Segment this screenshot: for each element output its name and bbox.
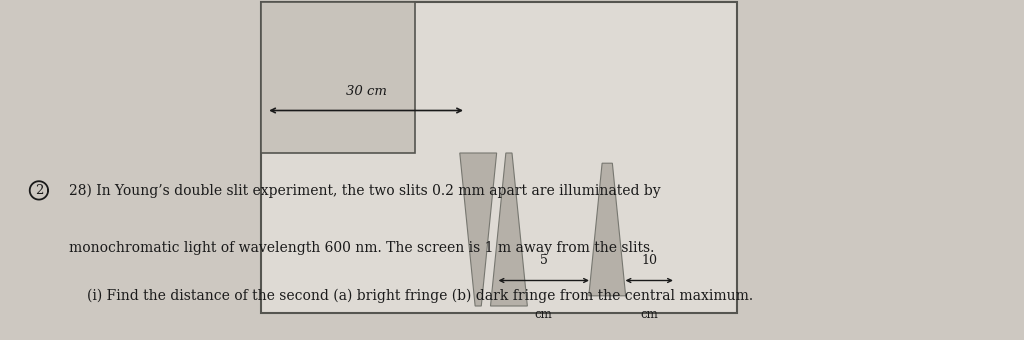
Polygon shape	[490, 153, 527, 306]
Text: cm: cm	[640, 308, 658, 321]
Bar	[261, 2, 415, 153]
Text: 2: 2	[35, 184, 43, 197]
Polygon shape	[460, 153, 497, 306]
Polygon shape	[589, 163, 626, 296]
Text: (i) Find the distance of the second (a) bright fringe (b) dark fringe from the c: (i) Find the distance of the second (a) …	[87, 289, 754, 303]
Text: monochromatic light of wavelength 600 nm. The screen is 1 m away from the slits.: monochromatic light of wavelength 600 nm…	[69, 241, 654, 255]
Text: 10: 10	[641, 254, 657, 267]
Bar	[261, 2, 737, 313]
Text: 30 cm: 30 cm	[345, 85, 387, 98]
Text: 5: 5	[540, 254, 548, 267]
Text: 28) In Young’s double slit experiment, the two slits 0.2 mm apart are illuminate: 28) In Young’s double slit experiment, t…	[69, 183, 660, 198]
Text: cm: cm	[535, 308, 553, 321]
